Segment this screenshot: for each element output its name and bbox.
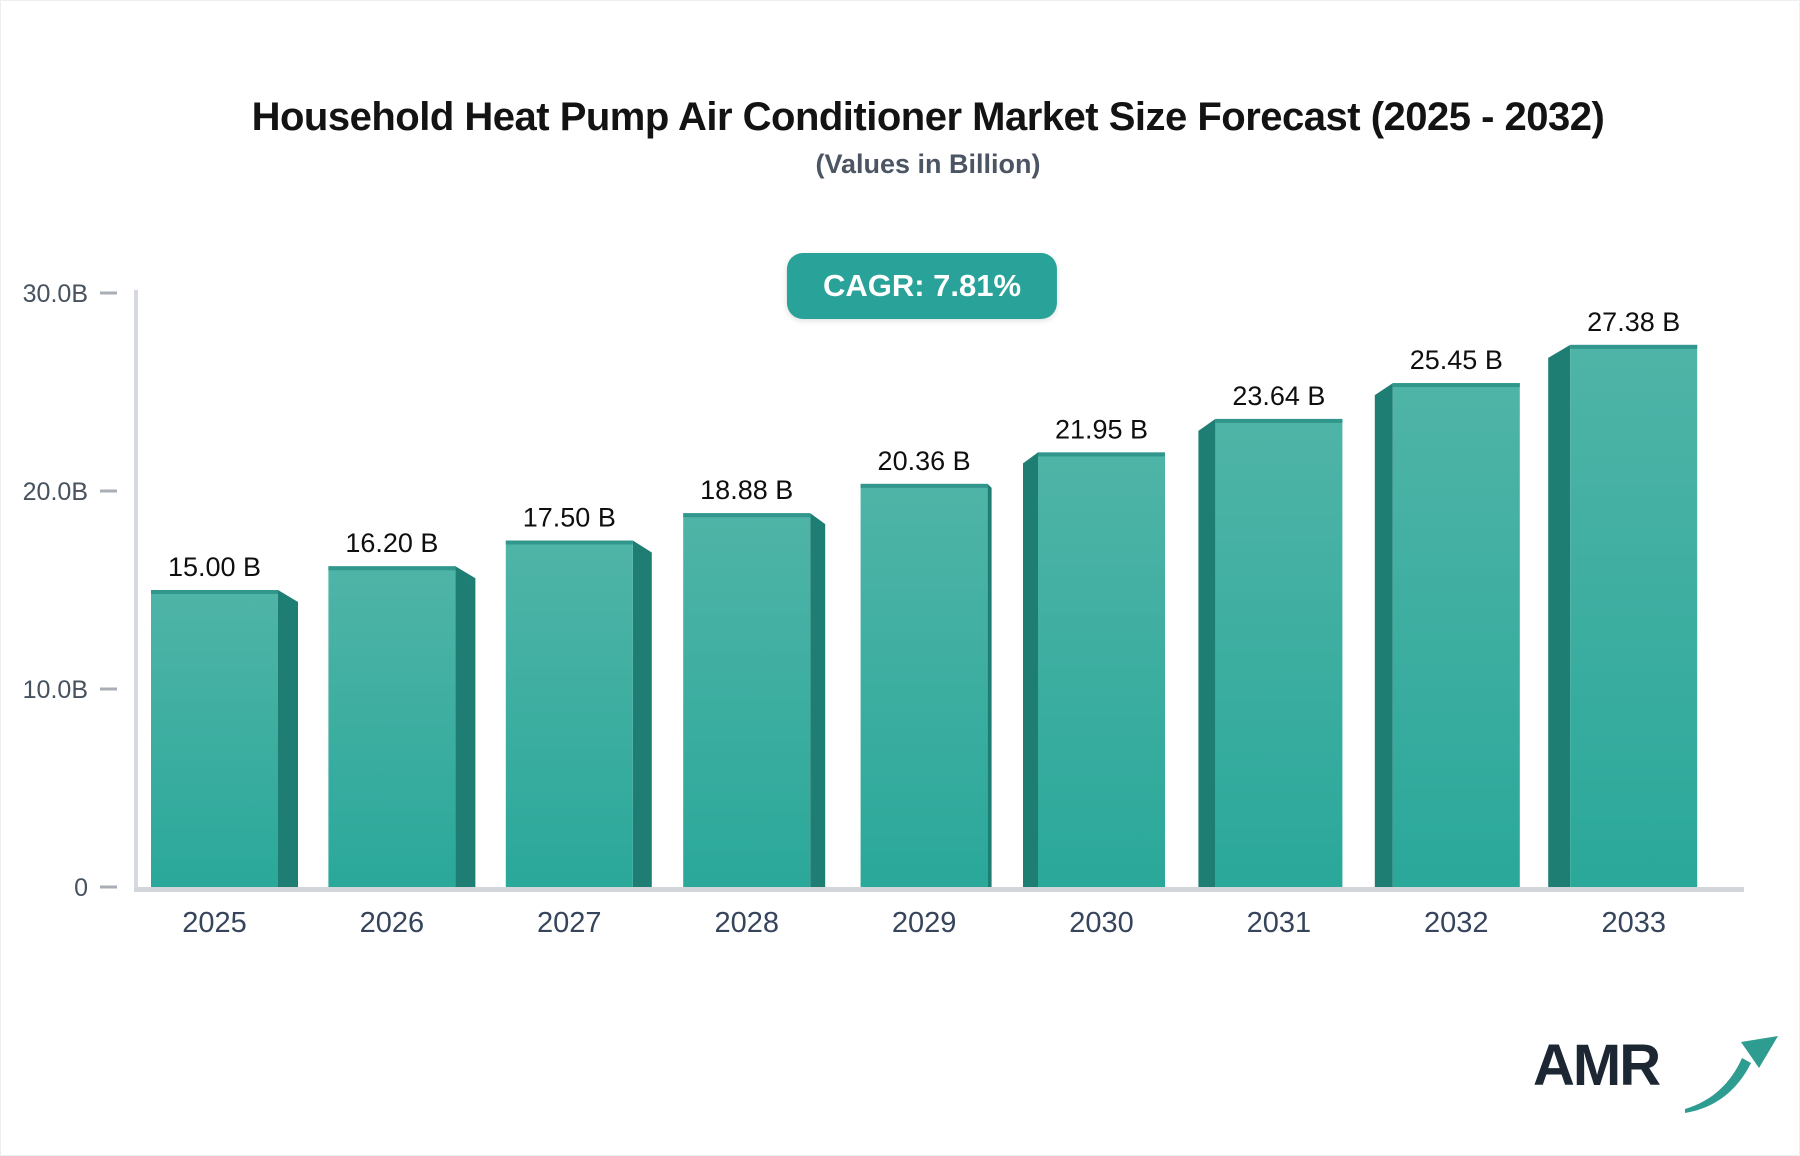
bar-value-label: 27.38 B (1587, 307, 1680, 337)
bar-group-2027: 17.50 B 2027 (505, 503, 652, 939)
bar-side-face (278, 590, 298, 887)
bar-group-2030: 21.95 B 2030 (1023, 414, 1165, 939)
bar-front-face (1570, 344, 1698, 888)
bar-side-face (1198, 418, 1216, 887)
x-axis-category-label: 2032 (1424, 907, 1489, 939)
bar-value-label: 25.45 B (1410, 345, 1503, 375)
bar-top-edge (683, 513, 811, 518)
amr-logo-text: AMR (1533, 1033, 1661, 1098)
bar-front-face (328, 566, 456, 887)
bar-value-label: 21.95 B (1055, 414, 1148, 444)
bar-top-edge (1570, 344, 1698, 349)
bar-group-2032: 25.45 B 2032 (1374, 345, 1520, 939)
bar-value-label: 23.64 B (1232, 381, 1325, 411)
chart-title: Household Heat Pump Air Conditioner Mark… (251, 95, 1605, 139)
bar-front-face (1392, 383, 1520, 887)
x-axis-category-label: 2031 (1247, 907, 1312, 939)
x-axis-category-label: 2033 (1601, 907, 1666, 939)
bar-side-face (632, 540, 652, 887)
chart-subtitle: (Values in Billion) (815, 149, 1041, 179)
bar-value-label: 20.36 B (878, 446, 971, 476)
bar-value-label: 18.88 B (700, 475, 793, 505)
x-axis-category-label: 2027 (537, 907, 602, 939)
x-axis-category-label: 2028 (714, 907, 779, 939)
bar-top-edge (1392, 383, 1520, 388)
y-axis-tick (100, 489, 117, 493)
y-axis-tick (100, 885, 117, 889)
bar-top-edge (151, 590, 278, 594)
bar-group-2028: 18.88 B 2028 (683, 475, 826, 939)
y-axis-tick (100, 291, 117, 295)
y-axis-tick-label: 30.0B (23, 280, 88, 308)
bar-side-face (455, 566, 476, 887)
bar-group-2029: 20.36 B 2029 (860, 446, 992, 939)
bar-side-face (1548, 344, 1571, 888)
cagr-badge: CAGR: 7.81% (786, 253, 1058, 319)
y-axis-tick (100, 687, 117, 691)
logo-growth-arrow-icon (1685, 1036, 1778, 1113)
bar-front-face (860, 483, 988, 887)
amr-logo: AMR (1533, 1031, 1778, 1121)
bar-group-2025: 15.00 B 2025 (151, 552, 298, 939)
bar-top-edge (1038, 452, 1165, 457)
y-axis-tick-label: 0 (74, 874, 88, 902)
bar-group-2031: 23.64 B 2031 (1198, 381, 1343, 939)
bar-top-edge (860, 483, 988, 488)
bar-side-face (1374, 383, 1393, 887)
y-axis-tick-label: 10.0B (23, 676, 88, 704)
x-axis-category-label: 2025 (182, 907, 247, 939)
bar-value-label: 15.00 B (168, 552, 261, 582)
y-axis-line (134, 290, 138, 889)
bar-group-2026: 16.20 B 2026 (328, 528, 476, 939)
x-axis-category-label: 2029 (892, 907, 957, 939)
bar-front-face (151, 590, 278, 887)
x-axis-category-label: 2030 (1069, 907, 1134, 939)
bar-top-edge (1215, 418, 1343, 423)
x-axis-line (134, 887, 1744, 892)
bar-side-face (810, 513, 826, 887)
bar-value-label: 17.50 B (523, 503, 616, 533)
bar-front-face (1038, 452, 1165, 887)
bar-group-2033: 27.38 B 2033 (1548, 307, 1698, 939)
bar-value-label: 16.20 B (345, 528, 438, 558)
bar-side-face (987, 483, 992, 887)
bar-top-edge (505, 540, 633, 545)
bar-front-face (683, 513, 811, 887)
y-axis-tick-label: 20.0B (23, 478, 88, 506)
bar-front-face (505, 540, 633, 887)
bar-top-edge (328, 566, 456, 571)
bar-side-face (1023, 452, 1038, 887)
bar-front-face (1215, 418, 1343, 887)
x-axis-category-label: 2026 (360, 907, 425, 939)
